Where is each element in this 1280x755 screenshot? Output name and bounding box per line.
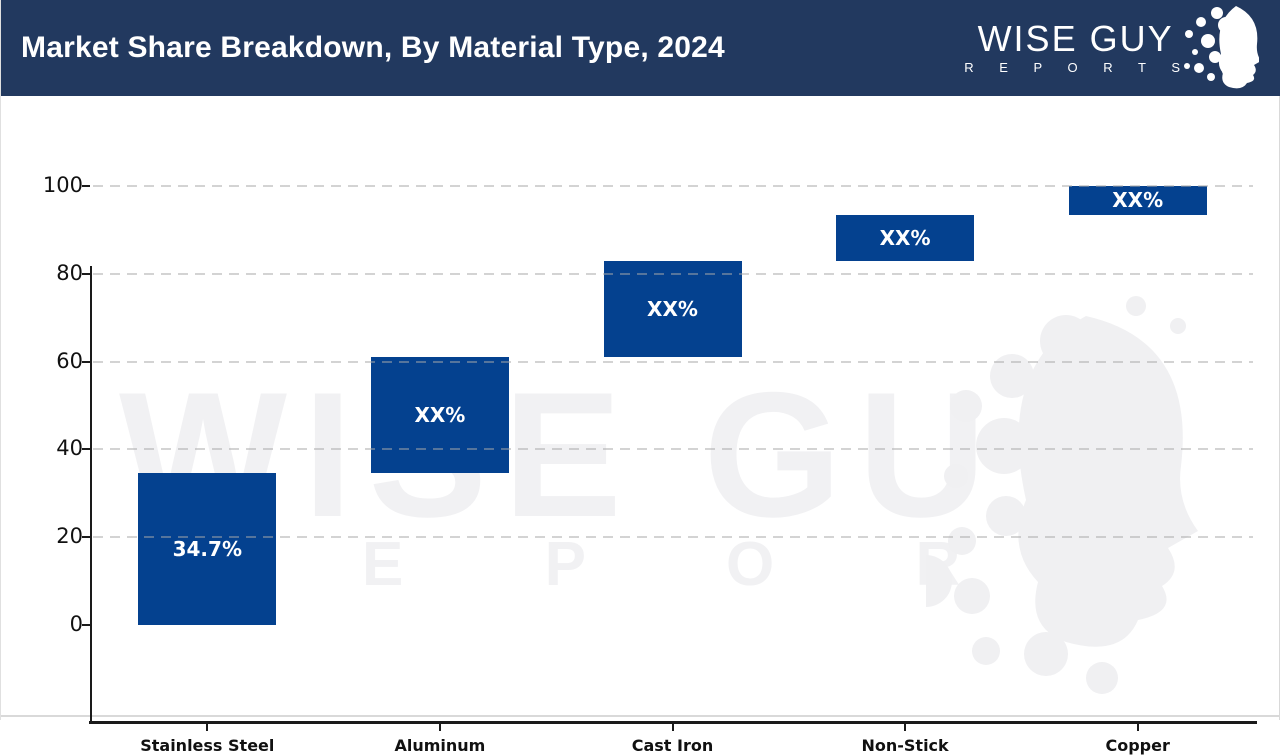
y-tick-label: 60 bbox=[56, 348, 83, 373]
gridline-y60 bbox=[93, 360, 1253, 363]
bar-value-label: XX% bbox=[879, 225, 931, 250]
chart-plot-area: WISE GU R E P O R T S 0 20 40 60 80 100 Stain… bbox=[1, 96, 1280, 755]
footer-divider bbox=[1, 715, 1280, 717]
logo-head-icon bbox=[1184, 6, 1259, 89]
x-tick-mark bbox=[206, 724, 209, 731]
y-axis-line bbox=[90, 266, 92, 722]
x-tick-label-aluminum: Aluminum bbox=[394, 736, 486, 755]
bar-value-label: XX% bbox=[647, 296, 698, 321]
bar-cast-iron: XX% bbox=[603, 260, 742, 358]
gridline-y100 bbox=[93, 185, 1253, 187]
y-tick-mark bbox=[82, 448, 90, 451]
bar-copper: XX% bbox=[1068, 186, 1207, 215]
bar-value-label: XX% bbox=[1112, 188, 1164, 213]
x-tick-mark bbox=[671, 724, 674, 731]
x-tick-label-cast-iron: Cast Iron bbox=[631, 736, 714, 755]
watermark-head-graphic bbox=[926, 296, 1198, 694]
y-tick-label: 100 bbox=[42, 173, 83, 197]
gridline-y80 bbox=[93, 272, 1253, 275]
x-tick-mark bbox=[438, 724, 441, 731]
y-tick-mark bbox=[82, 185, 90, 187]
y-tick-mark bbox=[82, 360, 90, 363]
x-tick-label-copper: Copper bbox=[1105, 736, 1170, 755]
wise-guy-logo: WISE GUY R E P O R T S bbox=[960, 0, 1263, 96]
bar-value-label: XX% bbox=[414, 402, 466, 427]
logo-wordmark: WISE GUY bbox=[977, 18, 1174, 59]
gridline-y40 bbox=[93, 448, 1253, 451]
bar-stainless-steel: 34.7% bbox=[138, 472, 277, 625]
y-tick-mark bbox=[82, 536, 90, 539]
y-tick-label: 0 bbox=[69, 612, 83, 636]
gridline-y20 bbox=[93, 536, 1253, 539]
y-tick-mark bbox=[82, 624, 90, 626]
bar-non-stick: XX% bbox=[836, 214, 975, 261]
x-tick-mark bbox=[1136, 724, 1139, 731]
chart-title: Market Share Breakdown, By Material Type… bbox=[21, 31, 725, 64]
y-tick-mark bbox=[82, 272, 90, 275]
logo-text: WISE GUY R E P O R T S bbox=[960, 18, 1191, 76]
x-tick-mark bbox=[904, 724, 907, 731]
bar-value-label: 34.7% bbox=[172, 536, 242, 561]
y-tick-label: 20 bbox=[56, 524, 83, 549]
bar-aluminum: XX% bbox=[370, 357, 509, 473]
logo-subtitle: R E P O R T S bbox=[964, 60, 1191, 75]
x-tick-label-stainless-steel: Stainless Steel bbox=[140, 736, 275, 755]
header-bar: Market Share Breakdown, By Material Type… bbox=[1, 0, 1280, 96]
y-tick-label: 40 bbox=[56, 436, 83, 461]
x-tick-label-non-stick: Non-Stick bbox=[861, 736, 949, 755]
y-tick-label: 80 bbox=[56, 260, 83, 285]
